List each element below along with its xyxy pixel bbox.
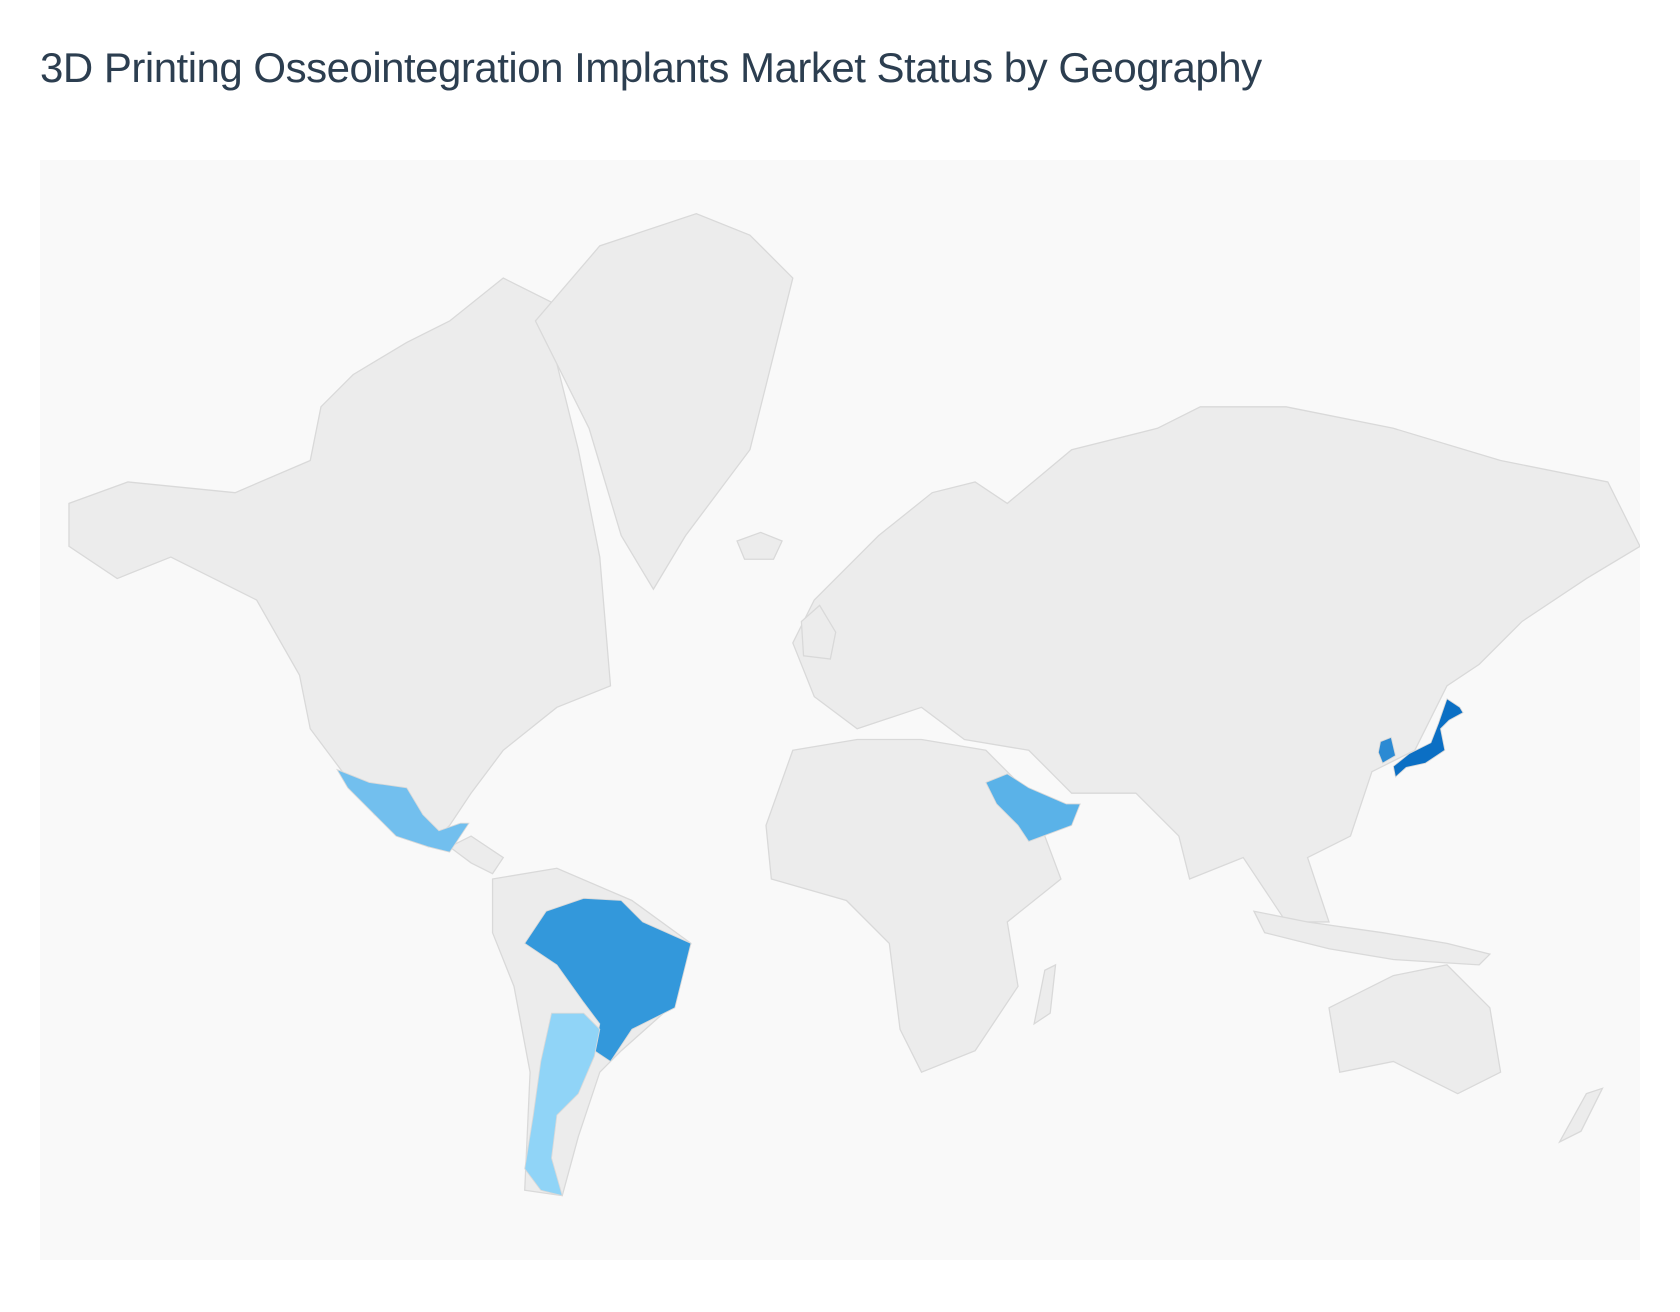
region-south-korea[interactable] [1377,736,1396,764]
greenland[interactable] [534,212,794,591]
world-map[interactable] [40,160,1640,1260]
north-america[interactable] [68,277,612,848]
region-brazil[interactable] [524,897,692,1063]
region-japan[interactable] [1392,698,1464,778]
page-title: 3D Printing Osseointegration Implants Ma… [40,44,1262,91]
region-mexico[interactable] [336,768,470,853]
world-map-svg [68,212,1640,1197]
eurasia[interactable] [792,406,1640,923]
southeast-asia-islands[interactable] [1252,910,1492,966]
region-saudi-arabia[interactable] [985,773,1081,842]
iceland[interactable] [736,531,783,560]
new-zealand[interactable] [1557,1087,1604,1144]
uk[interactable] [800,604,837,660]
australia[interactable] [1328,964,1502,1095]
central-america[interactable] [448,835,505,875]
madagascar[interactable] [1033,963,1057,1026]
region-argentina[interactable] [524,1012,601,1197]
africa[interactable] [765,738,1062,1074]
